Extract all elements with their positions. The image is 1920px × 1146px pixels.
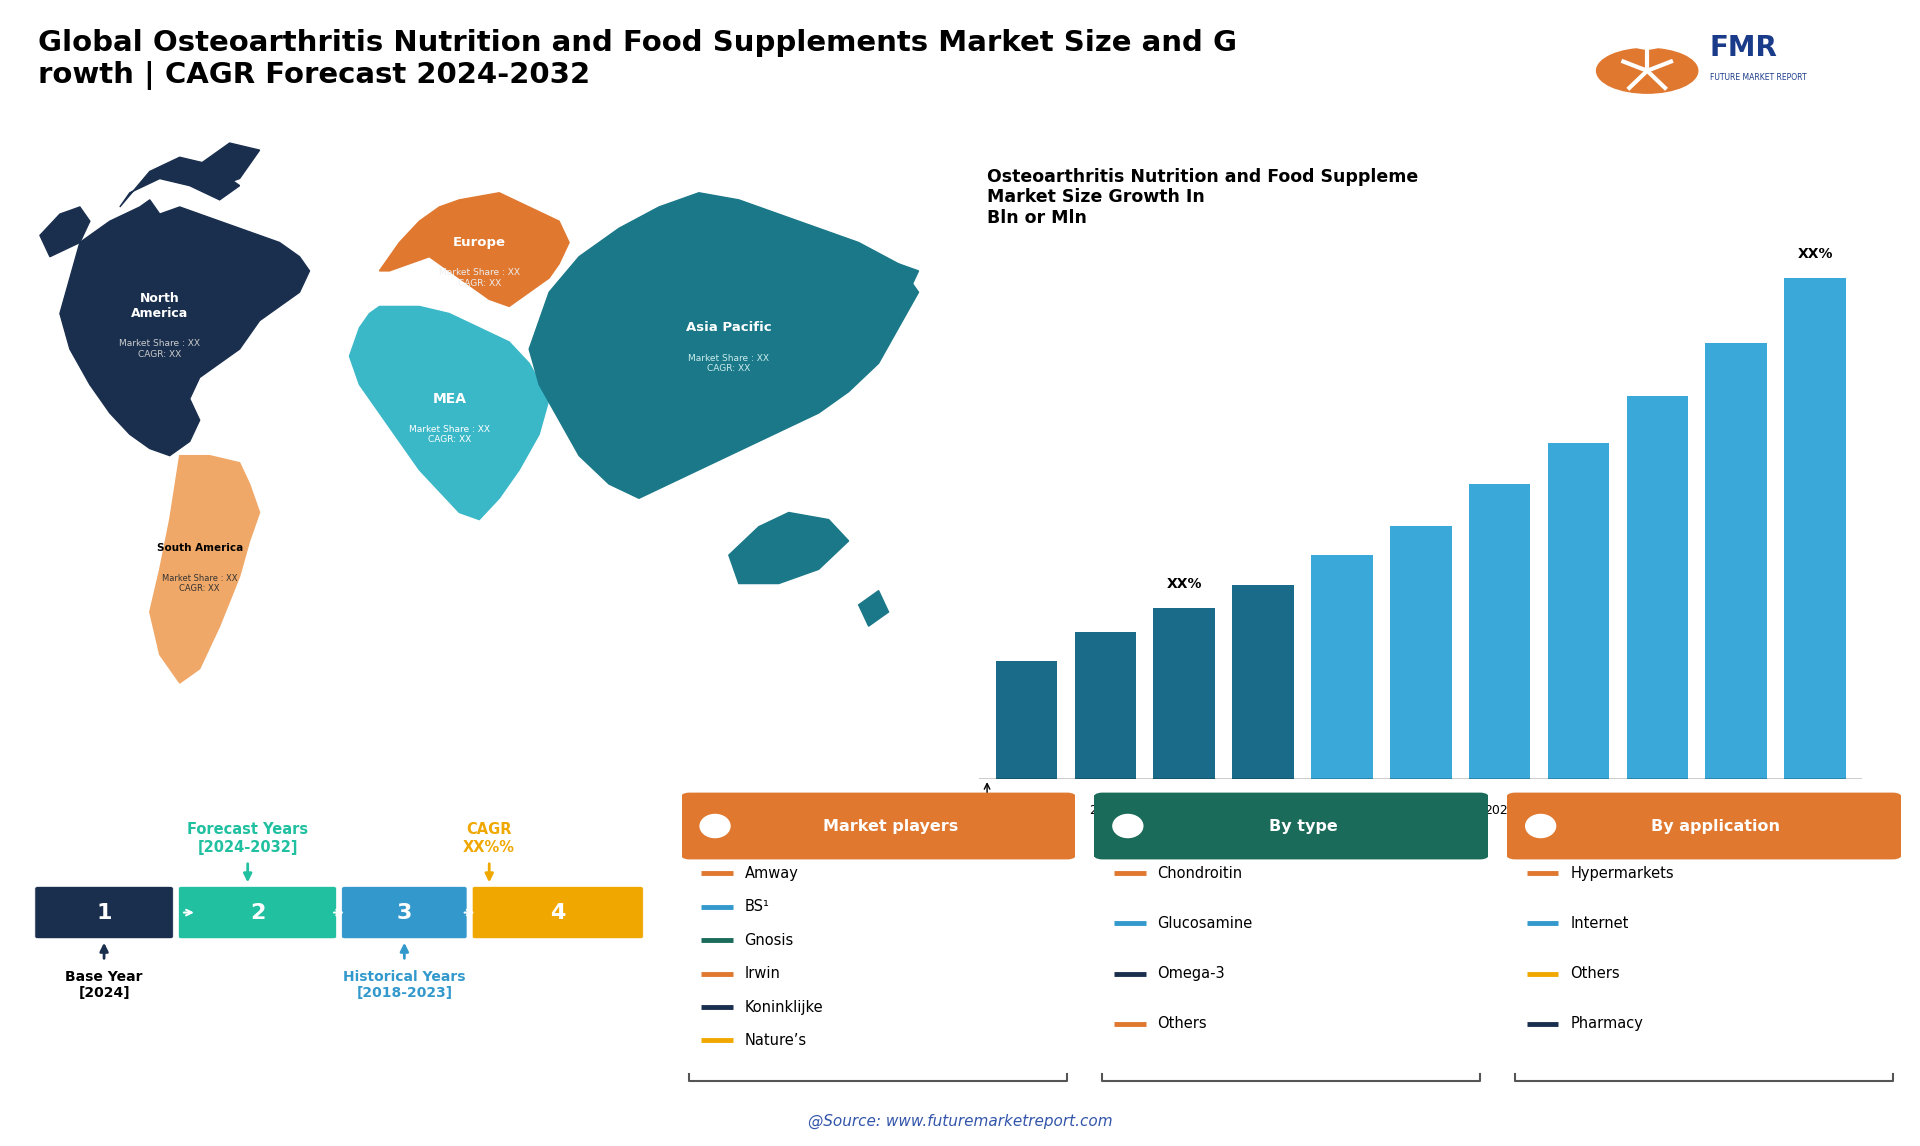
Text: XX%: XX% (1797, 246, 1834, 261)
Polygon shape (119, 157, 240, 207)
Text: 2024: 2024 (1169, 804, 1200, 817)
Circle shape (1114, 815, 1142, 838)
Text: Hypermarkets: Hypermarkets (1571, 865, 1674, 880)
Circle shape (1597, 48, 1697, 93)
Text: Market Share : XX
CAGR: XX: Market Share : XX CAGR: XX (440, 268, 520, 288)
Text: Gnosis: Gnosis (745, 933, 793, 948)
Text: 2023: 2023 (1089, 804, 1121, 817)
Text: FUTURE MARKET REPORT: FUTURE MARKET REPORT (1709, 73, 1807, 81)
Text: 4: 4 (549, 903, 566, 923)
Text: Market Share : XX
CAGR: XX: Market Share : XX CAGR: XX (119, 339, 200, 359)
Text: Others: Others (1571, 966, 1620, 981)
Text: Base Year
[2024]: Base Year [2024] (65, 971, 142, 1000)
Text: XX%: XX% (1167, 578, 1202, 591)
Text: Asia Pacific: Asia Pacific (685, 321, 772, 335)
Bar (1311, 555, 1373, 779)
Text: Omega-3: Omega-3 (1158, 966, 1225, 981)
Text: 2032: 2032 (1799, 804, 1832, 817)
Bar (1705, 343, 1766, 779)
Text: 3: 3 (397, 903, 413, 923)
Polygon shape (879, 264, 918, 299)
Text: Glucosamine: Glucosamine (1158, 916, 1252, 931)
Text: 2027: 2027 (1405, 804, 1436, 817)
Text: 2030: 2030 (1642, 804, 1672, 817)
Text: By application: By application (1651, 818, 1780, 833)
Text: Market Share : XX
CAGR: XX: Market Share : XX CAGR: XX (689, 354, 770, 372)
Text: Osteoarthritis Nutrition and Food Suppleme
Market Size Growth In
Bln or Mln: Osteoarthritis Nutrition and Food Supple… (987, 167, 1419, 227)
Bar (1469, 485, 1530, 779)
Bar (1233, 584, 1294, 779)
Text: Chondroitin: Chondroitin (1158, 865, 1242, 880)
FancyBboxPatch shape (1505, 793, 1903, 860)
Text: Europe: Europe (453, 236, 505, 249)
Text: MEA: MEA (432, 392, 467, 406)
Bar (1548, 444, 1609, 779)
Text: 2: 2 (250, 903, 265, 923)
FancyBboxPatch shape (35, 887, 173, 939)
Text: Others: Others (1158, 1017, 1208, 1031)
FancyBboxPatch shape (179, 887, 336, 939)
Text: Amway: Amway (745, 865, 799, 880)
Bar (996, 661, 1058, 779)
Text: Koninklijke: Koninklijke (745, 999, 824, 1014)
Polygon shape (530, 193, 918, 499)
Polygon shape (60, 199, 309, 456)
Text: 2025: 2025 (1248, 804, 1279, 817)
Text: CAGR
XX%%: CAGR XX%% (463, 823, 515, 855)
Text: South America: South America (157, 543, 242, 554)
FancyBboxPatch shape (472, 887, 643, 939)
Text: North
America: North America (131, 292, 188, 321)
FancyBboxPatch shape (680, 793, 1077, 860)
Text: By type: By type (1269, 818, 1338, 833)
Text: 1: 1 (96, 903, 111, 923)
Text: Internet: Internet (1571, 916, 1628, 931)
FancyBboxPatch shape (1092, 793, 1490, 860)
Text: Forecast Years
[2024-2032]: Forecast Years [2024-2032] (186, 823, 309, 855)
Polygon shape (349, 306, 549, 519)
Polygon shape (190, 143, 259, 186)
Circle shape (1526, 815, 1555, 838)
Polygon shape (150, 456, 259, 683)
Circle shape (701, 815, 730, 838)
Text: Market Share : XX
CAGR: XX: Market Share : XX CAGR: XX (409, 425, 490, 444)
Bar (1784, 277, 1845, 779)
Polygon shape (40, 207, 90, 257)
Polygon shape (858, 590, 889, 626)
Text: Pharmacy: Pharmacy (1571, 1017, 1644, 1031)
Text: 2029: 2029 (1563, 804, 1594, 817)
Bar (1154, 609, 1215, 779)
Text: FMR: FMR (1709, 34, 1778, 62)
Text: Irwin: Irwin (745, 966, 780, 981)
Text: 2026: 2026 (1327, 804, 1357, 817)
Text: @Source: www.futuremarketreport.com: @Source: www.futuremarketreport.com (808, 1114, 1112, 1129)
Polygon shape (380, 193, 568, 306)
Text: Global Osteoarthritis Nutrition and Food Supplements Market Size and G
rowth | C: Global Osteoarthritis Nutrition and Food… (38, 29, 1236, 91)
Text: Market Share : XX
CAGR: XX: Market Share : XX CAGR: XX (161, 574, 238, 594)
Text: BS¹: BS¹ (745, 900, 770, 915)
Polygon shape (730, 512, 849, 583)
Text: Historical Years
[2018-2023]: Historical Years [2018-2023] (344, 971, 467, 1000)
Text: 2022: 2022 (1010, 804, 1043, 817)
Text: Nature’s: Nature’s (745, 1033, 806, 1047)
Circle shape (1630, 34, 1663, 49)
Text: Market players: Market players (822, 818, 958, 833)
Bar (1390, 526, 1452, 779)
Text: 2028: 2028 (1484, 804, 1515, 817)
Bar (1626, 395, 1688, 779)
FancyBboxPatch shape (342, 887, 467, 939)
Text: 2031: 2031 (1720, 804, 1753, 817)
Bar (1075, 631, 1137, 779)
